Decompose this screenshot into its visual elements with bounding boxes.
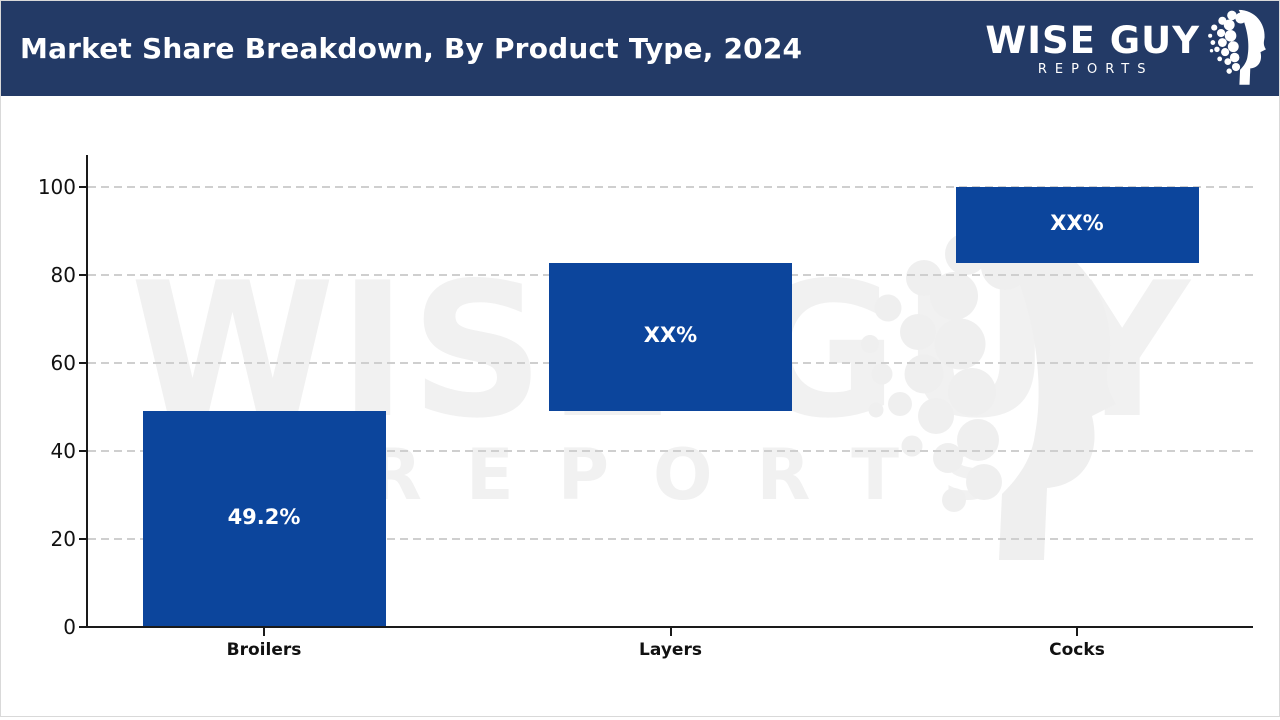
y-tick-label-40: 40 bbox=[50, 439, 76, 463]
brand-logo: WISE GUY REPORTS bbox=[985, 7, 1270, 89]
y-tick-mark-0 bbox=[79, 626, 86, 628]
wiseguy-head-icon bbox=[1202, 7, 1270, 89]
bar-label-layers: XX% bbox=[643, 322, 698, 347]
header: Market Share Breakdown, By Product Type,… bbox=[0, 0, 1280, 96]
y-tick-mark-20 bbox=[79, 538, 86, 540]
y-tick-mark-60 bbox=[79, 362, 86, 364]
bar-label-cocks: XX% bbox=[1050, 211, 1104, 236]
gridline-40 bbox=[88, 450, 1253, 452]
x-axis bbox=[86, 626, 1253, 628]
brand-subname: REPORTS bbox=[1037, 61, 1154, 77]
y-tick-mark-40 bbox=[79, 450, 86, 452]
page-title: Market Share Breakdown, By Product Type,… bbox=[20, 31, 803, 65]
bar-layers bbox=[549, 263, 792, 411]
x-tick-label-layers: Layers bbox=[639, 640, 702, 660]
x-tick-mark-layers bbox=[669, 628, 672, 636]
bar-cocks bbox=[955, 187, 1199, 264]
x-tick-label-broilers: Broilers bbox=[226, 640, 302, 660]
brand-name: WISE GUY bbox=[985, 19, 1200, 63]
brand-logo-text: WISE GUY REPORTS bbox=[985, 20, 1200, 76]
x-tick-mark-broilers bbox=[263, 628, 265, 636]
x-tick-label-cocks: Cocks bbox=[1049, 640, 1105, 660]
bar-label-broilers: 49.2% bbox=[227, 504, 301, 529]
y-tick-label-20: 20 bbox=[50, 527, 76, 551]
y-tick-mark-100 bbox=[79, 186, 86, 188]
x-tick-mark-cocks bbox=[1076, 628, 1078, 636]
y-tick-label-80: 80 bbox=[50, 263, 76, 287]
gridline-20 bbox=[88, 538, 1253, 540]
y-tick-label-100: 100 bbox=[37, 175, 76, 199]
watermark-head-icon bbox=[834, 218, 1134, 578]
bar-broilers bbox=[142, 410, 386, 627]
y-tick-label-0: 0 bbox=[63, 615, 76, 639]
y-tick-mark-80 bbox=[79, 274, 86, 276]
y-axis bbox=[86, 155, 88, 628]
y-tick-label-60: 60 bbox=[50, 351, 76, 375]
gridline-100 bbox=[88, 186, 1253, 188]
